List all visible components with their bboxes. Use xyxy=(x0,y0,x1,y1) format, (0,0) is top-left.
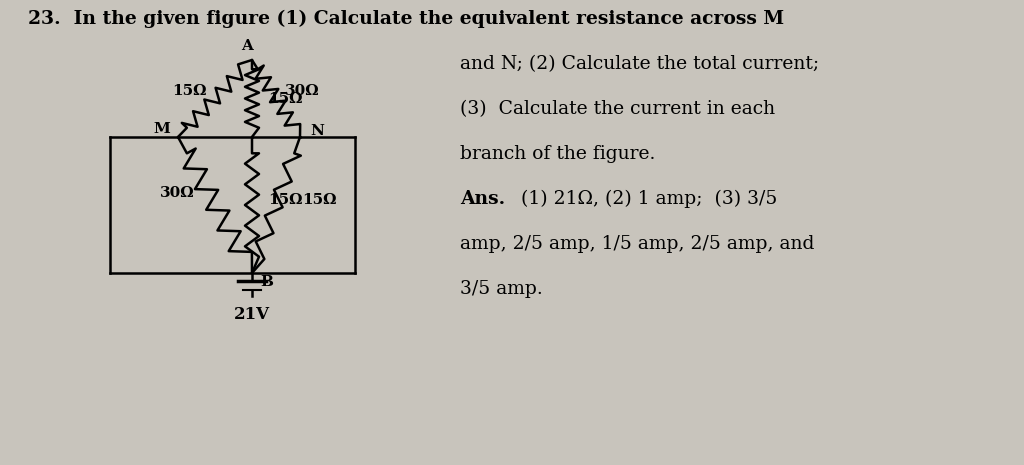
Text: (3)  Calculate the current in each: (3) Calculate the current in each xyxy=(460,100,775,118)
Text: 21V: 21V xyxy=(234,306,270,323)
Text: 30Ω: 30Ω xyxy=(285,84,319,98)
Text: N: N xyxy=(310,124,324,138)
Text: B: B xyxy=(260,275,273,289)
Text: 3/5 amp.: 3/5 amp. xyxy=(460,280,543,298)
Text: branch of the figure.: branch of the figure. xyxy=(460,145,655,163)
Text: amp, 2/5 amp, 1/5 amp, 2/5 amp, and: amp, 2/5 amp, 1/5 amp, 2/5 amp, and xyxy=(460,235,814,253)
Text: 15Ω: 15Ω xyxy=(268,193,302,207)
Text: 15Ω: 15Ω xyxy=(172,84,206,98)
Text: 15Ω: 15Ω xyxy=(302,193,337,207)
Text: 15Ω: 15Ω xyxy=(268,92,302,106)
Text: A: A xyxy=(241,39,253,53)
Text: 23.  In the given figure (1) Calculate the equivalent resistance across M: 23. In the given figure (1) Calculate th… xyxy=(28,10,784,28)
Text: M: M xyxy=(154,122,170,136)
Text: (1) 21Ω, (2) 1 amp;  (3) 3/5: (1) 21Ω, (2) 1 amp; (3) 3/5 xyxy=(515,190,777,208)
Text: 30Ω: 30Ω xyxy=(160,186,195,200)
Text: Ans.: Ans. xyxy=(460,190,505,208)
Text: and N; (2) Calculate the total current;: and N; (2) Calculate the total current; xyxy=(460,55,819,73)
